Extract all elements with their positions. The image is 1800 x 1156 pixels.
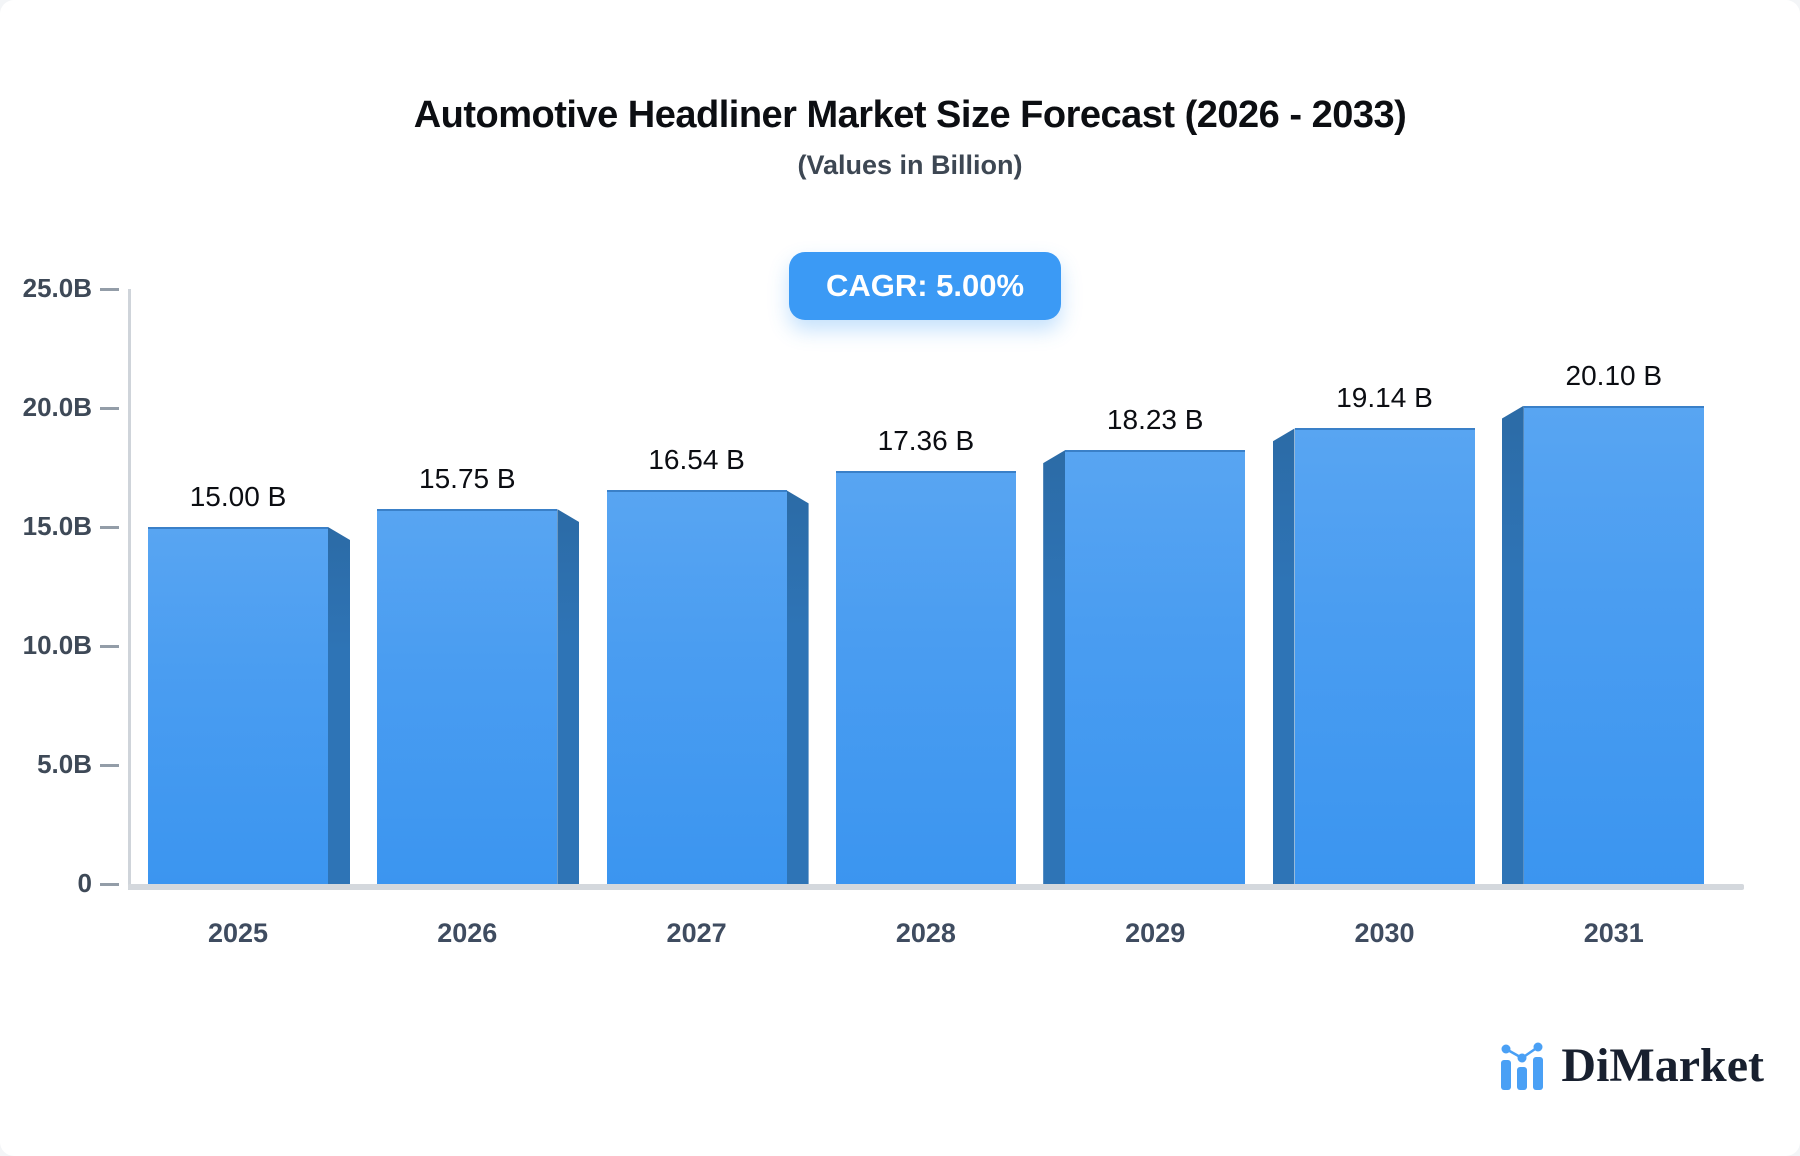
y-axis-tick (100, 882, 119, 886)
bar (835, 470, 1016, 884)
bar (1065, 450, 1246, 884)
bar-value-label: 16.54 B (648, 444, 745, 476)
y-axis-tick-label: 5.0B (37, 749, 92, 779)
x-axis-label: 2028 (895, 918, 956, 948)
y-axis-tick-label: 25.0B (22, 273, 92, 303)
bar-side-face (557, 509, 580, 884)
y-axis-tick-label: 0 (77, 868, 92, 898)
bar-value-label: 19.14 B (1336, 382, 1433, 414)
bar (1294, 428, 1475, 884)
x-axis-label: 2025 (207, 918, 269, 948)
bar (377, 509, 558, 884)
bar-value-label: 18.23 B (1106, 404, 1204, 436)
y-axis-tick-label: 10.0B (22, 630, 92, 660)
x-axis-label: 2026 (437, 918, 498, 948)
bar (148, 527, 328, 884)
y-axis-tick (100, 525, 119, 529)
bar-side-face (1501, 405, 1524, 884)
bar-value-label: 15.00 B (189, 481, 287, 512)
bar-side-face (328, 527, 350, 884)
bar-value-label: 15.75 B (419, 463, 516, 495)
y-axis-tick (100, 644, 119, 648)
y-axis-tick-label: 20.0B (22, 392, 92, 422)
y-axis-tick (100, 406, 119, 410)
bar-side-face (1272, 428, 1295, 884)
y-axis-tick-label: 15.0B (22, 511, 92, 541)
bar-value-label: 17.36 B (877, 424, 975, 456)
chart-subtitle: (Values in Billion) (797, 150, 1023, 180)
x-axis-label: 2029 (1125, 918, 1186, 948)
logo-text: DiMarket (1561, 1039, 1764, 1092)
dimarket-logo: DiMarket (1499, 1040, 1764, 1092)
y-axis-tick (100, 287, 119, 291)
bar-value-label: 20.10 B (1565, 359, 1663, 391)
bar-chart-logo-icon (1501, 1042, 1544, 1090)
cagr-badge: CAGR: 5.00% (789, 252, 1061, 320)
bar (606, 490, 787, 884)
x-axis-baseline (128, 884, 1744, 890)
y-axis-line (128, 289, 131, 890)
chart-title: Automotive Headliner Market Size Forecas… (413, 94, 1407, 136)
bar (1523, 405, 1704, 884)
x-axis-label: 2027 (666, 918, 727, 948)
bar-side-face (1043, 450, 1066, 884)
x-axis-label: 2030 (1354, 918, 1415, 948)
y-axis-tick (100, 763, 119, 767)
x-axis-label: 2031 (1583, 918, 1644, 948)
bar-side-face (786, 490, 809, 884)
